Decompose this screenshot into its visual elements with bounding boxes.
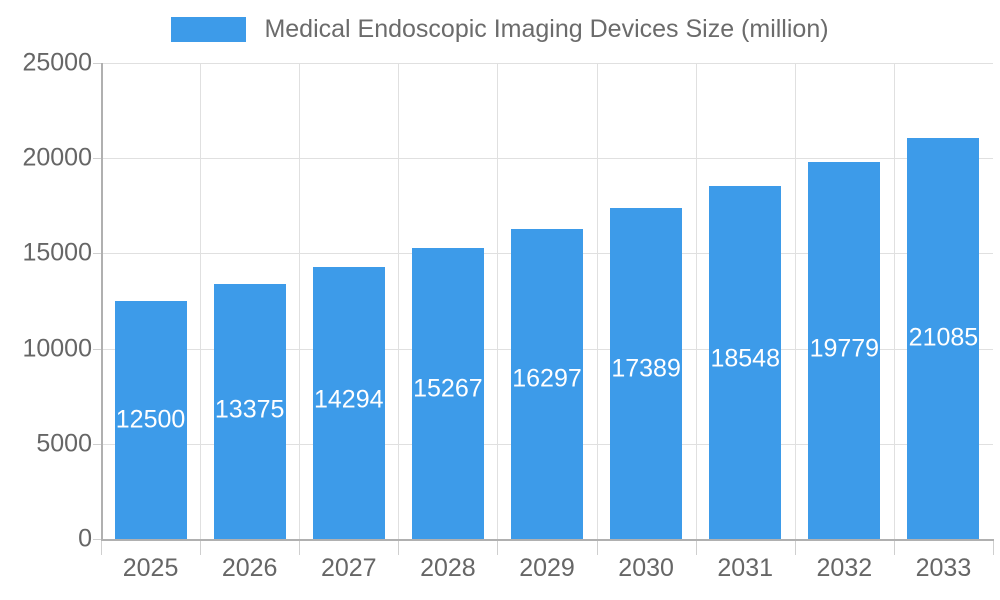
x-axis-tick-mark [101,541,102,555]
bar[interactable] [312,266,385,539]
y-axis-tick-label: 10000 [22,334,92,363]
x-axis-tick-mark [696,541,697,555]
x-axis-tick-mark [200,541,201,555]
gridline-horizontal [101,158,993,160]
bar-value-label: 14294 [314,385,384,414]
bar-value-label: 21085 [908,323,979,352]
bar[interactable] [610,207,683,539]
bar[interactable] [808,162,881,539]
x-axis-tick-mark [993,541,994,555]
plot-area [101,63,993,540]
bar[interactable] [114,301,187,539]
x-axis-tick-mark [597,541,598,555]
x-axis-tick-mark [894,541,895,555]
x-axis-tick-mark [795,541,796,555]
x-axis-tick-label: 2028 [420,554,476,582]
x-axis-tick-label: 2027 [320,554,377,582]
bar-value-label: 13375 [214,395,285,424]
legend-label: Medical Endoscopic Imaging Devices Size … [264,14,829,43]
bar-value-label: 18548 [710,344,780,373]
y-axis-tick-label: 25000 [22,48,92,77]
y-axis-tick-mark [93,253,101,255]
y-axis-tick-label: 5000 [36,429,92,458]
x-axis-tick-mark [398,541,399,555]
x-axis-line [101,539,994,541]
bar-value-label: 15267 [413,374,483,403]
y-axis-tick-mark [93,63,101,64]
x-axis-tick-label: 2033 [915,554,972,582]
gridline-vertical [398,63,399,539]
chart-legend: Medical Endoscopic Imaging Devices Size … [0,10,1000,48]
gridline-vertical [299,63,300,539]
bar[interactable] [709,185,782,539]
gridline-horizontal [101,63,993,64]
bar-value-label: 17389 [611,354,681,383]
x-axis-tick-label: 2032 [816,554,873,582]
gridline-vertical [696,63,697,539]
bar-value-label: 12500 [115,405,186,434]
bar[interactable] [907,137,980,539]
y-axis-labels: 0 5000 10000 15000 20000 25000 [0,0,92,600]
gridline-vertical [597,63,598,539]
y-axis-line [101,63,103,540]
bar-value-label: 16297 [512,364,582,393]
gridline-vertical [497,63,498,539]
x-axis-tick-label: 2029 [519,554,575,582]
y-axis-tick-mark [93,443,101,445]
gridline-vertical [795,63,796,539]
legend-color-swatch [171,16,247,42]
bar-value-label: 19779 [809,334,880,363]
y-axis-tick-label: 20000 [22,143,92,172]
y-axis-tick-mark [93,348,101,350]
x-axis-tick-label: 2031 [717,554,774,582]
gridline-vertical [894,63,895,539]
y-axis-tick-label: 15000 [22,238,92,267]
x-axis-tick-label: 2026 [221,554,278,582]
x-axis-tick-mark [299,541,300,555]
y-axis-tick-mark [93,539,101,540]
bar[interactable] [411,248,484,539]
gridline-vertical [200,63,201,539]
x-axis-tick-label: 2025 [122,554,179,582]
y-axis-tick-label: 0 [78,524,92,553]
bar[interactable] [511,228,583,539]
x-axis-tick-mark [497,541,498,555]
x-axis-tick-label: 2030 [618,554,674,582]
y-axis-tick-mark [93,158,101,160]
bar[interactable] [213,284,286,539]
